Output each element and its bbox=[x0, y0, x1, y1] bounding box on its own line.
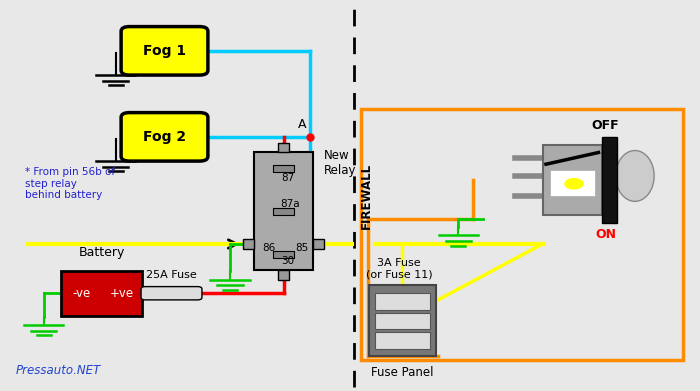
Bar bbox=[314, 239, 324, 249]
Text: FIREWALL: FIREWALL bbox=[360, 162, 372, 229]
Bar bbox=[243, 239, 254, 249]
Bar bbox=[375, 293, 430, 310]
Text: * From pin 56b of
step relay
behind battery: * From pin 56b of step relay behind batt… bbox=[25, 167, 115, 200]
FancyBboxPatch shape bbox=[121, 27, 208, 75]
Text: Pressauto.NET: Pressauto.NET bbox=[15, 364, 101, 377]
Bar bbox=[375, 313, 430, 329]
Text: Battery: Battery bbox=[78, 246, 125, 259]
Text: +ve: +ve bbox=[110, 287, 134, 300]
Text: Fog 1: Fog 1 bbox=[143, 44, 186, 58]
Text: A: A bbox=[298, 118, 307, 131]
Bar bbox=[254, 152, 314, 270]
Bar bbox=[550, 170, 595, 196]
Text: 87a: 87a bbox=[281, 199, 300, 209]
Text: 86: 86 bbox=[262, 243, 276, 253]
Text: OFF: OFF bbox=[592, 118, 620, 132]
Bar bbox=[375, 332, 430, 349]
Bar bbox=[273, 251, 294, 258]
Bar bbox=[278, 143, 289, 152]
Text: -ve: -ve bbox=[72, 287, 90, 300]
Ellipse shape bbox=[616, 151, 654, 201]
Text: Fog 2: Fog 2 bbox=[143, 130, 186, 144]
Bar bbox=[62, 271, 141, 316]
Text: Fuse Panel: Fuse Panel bbox=[371, 366, 434, 378]
Text: 30: 30 bbox=[281, 256, 294, 266]
Bar bbox=[370, 285, 435, 356]
Text: 85: 85 bbox=[295, 243, 309, 253]
Text: ON: ON bbox=[595, 228, 616, 241]
Text: 25A Fuse: 25A Fuse bbox=[146, 269, 197, 280]
Bar bbox=[273, 165, 294, 172]
FancyBboxPatch shape bbox=[141, 287, 202, 300]
Bar bbox=[602, 137, 617, 223]
Circle shape bbox=[565, 179, 583, 189]
Bar bbox=[542, 145, 602, 215]
Text: 87: 87 bbox=[281, 173, 294, 183]
Bar bbox=[273, 208, 294, 215]
Bar bbox=[278, 270, 289, 280]
Text: 3A Fuse
(or Fuse 11): 3A Fuse (or Fuse 11) bbox=[365, 258, 433, 280]
Text: New
Relay: New Relay bbox=[323, 149, 356, 177]
Bar bbox=[360, 109, 682, 360]
FancyBboxPatch shape bbox=[121, 113, 208, 161]
